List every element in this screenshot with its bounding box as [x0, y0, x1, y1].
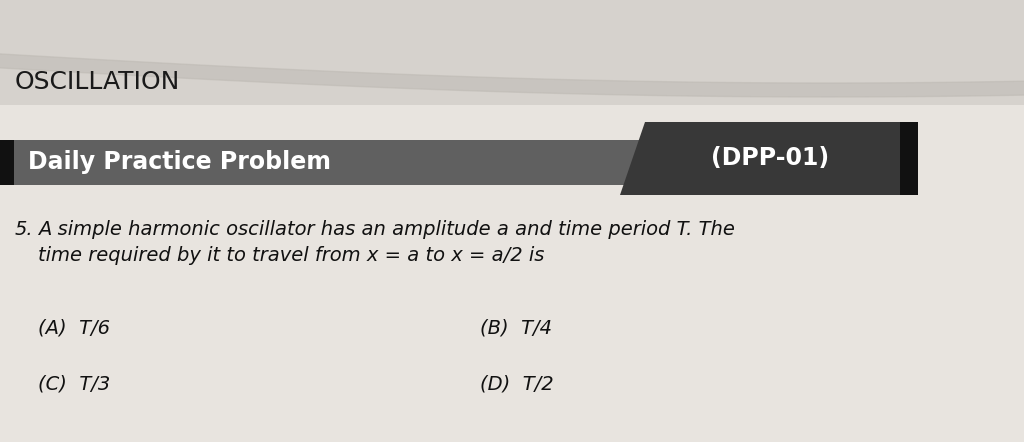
Text: (B)  T/4: (B) T/4: [480, 318, 552, 337]
Text: (A)  T/6: (A) T/6: [38, 318, 110, 337]
Polygon shape: [0, 140, 715, 185]
Polygon shape: [620, 122, 900, 195]
Polygon shape: [900, 122, 918, 195]
FancyBboxPatch shape: [0, 0, 1024, 105]
Text: (C)  T/3: (C) T/3: [38, 375, 111, 394]
Text: (DPP-01): (DPP-01): [711, 146, 829, 171]
Text: OSCILLATION: OSCILLATION: [15, 70, 180, 94]
Text: A simple harmonic oscillator has an amplitude a and time period T. The: A simple harmonic oscillator has an ampl…: [38, 220, 735, 239]
Text: 5.: 5.: [15, 220, 34, 239]
Text: (D)  T/2: (D) T/2: [480, 375, 554, 394]
Polygon shape: [0, 140, 14, 185]
Text: Daily Practice Problem: Daily Practice Problem: [28, 150, 331, 175]
Text: time required by it to travel from x = a to x = a/2 is: time required by it to travel from x = a…: [38, 246, 545, 265]
